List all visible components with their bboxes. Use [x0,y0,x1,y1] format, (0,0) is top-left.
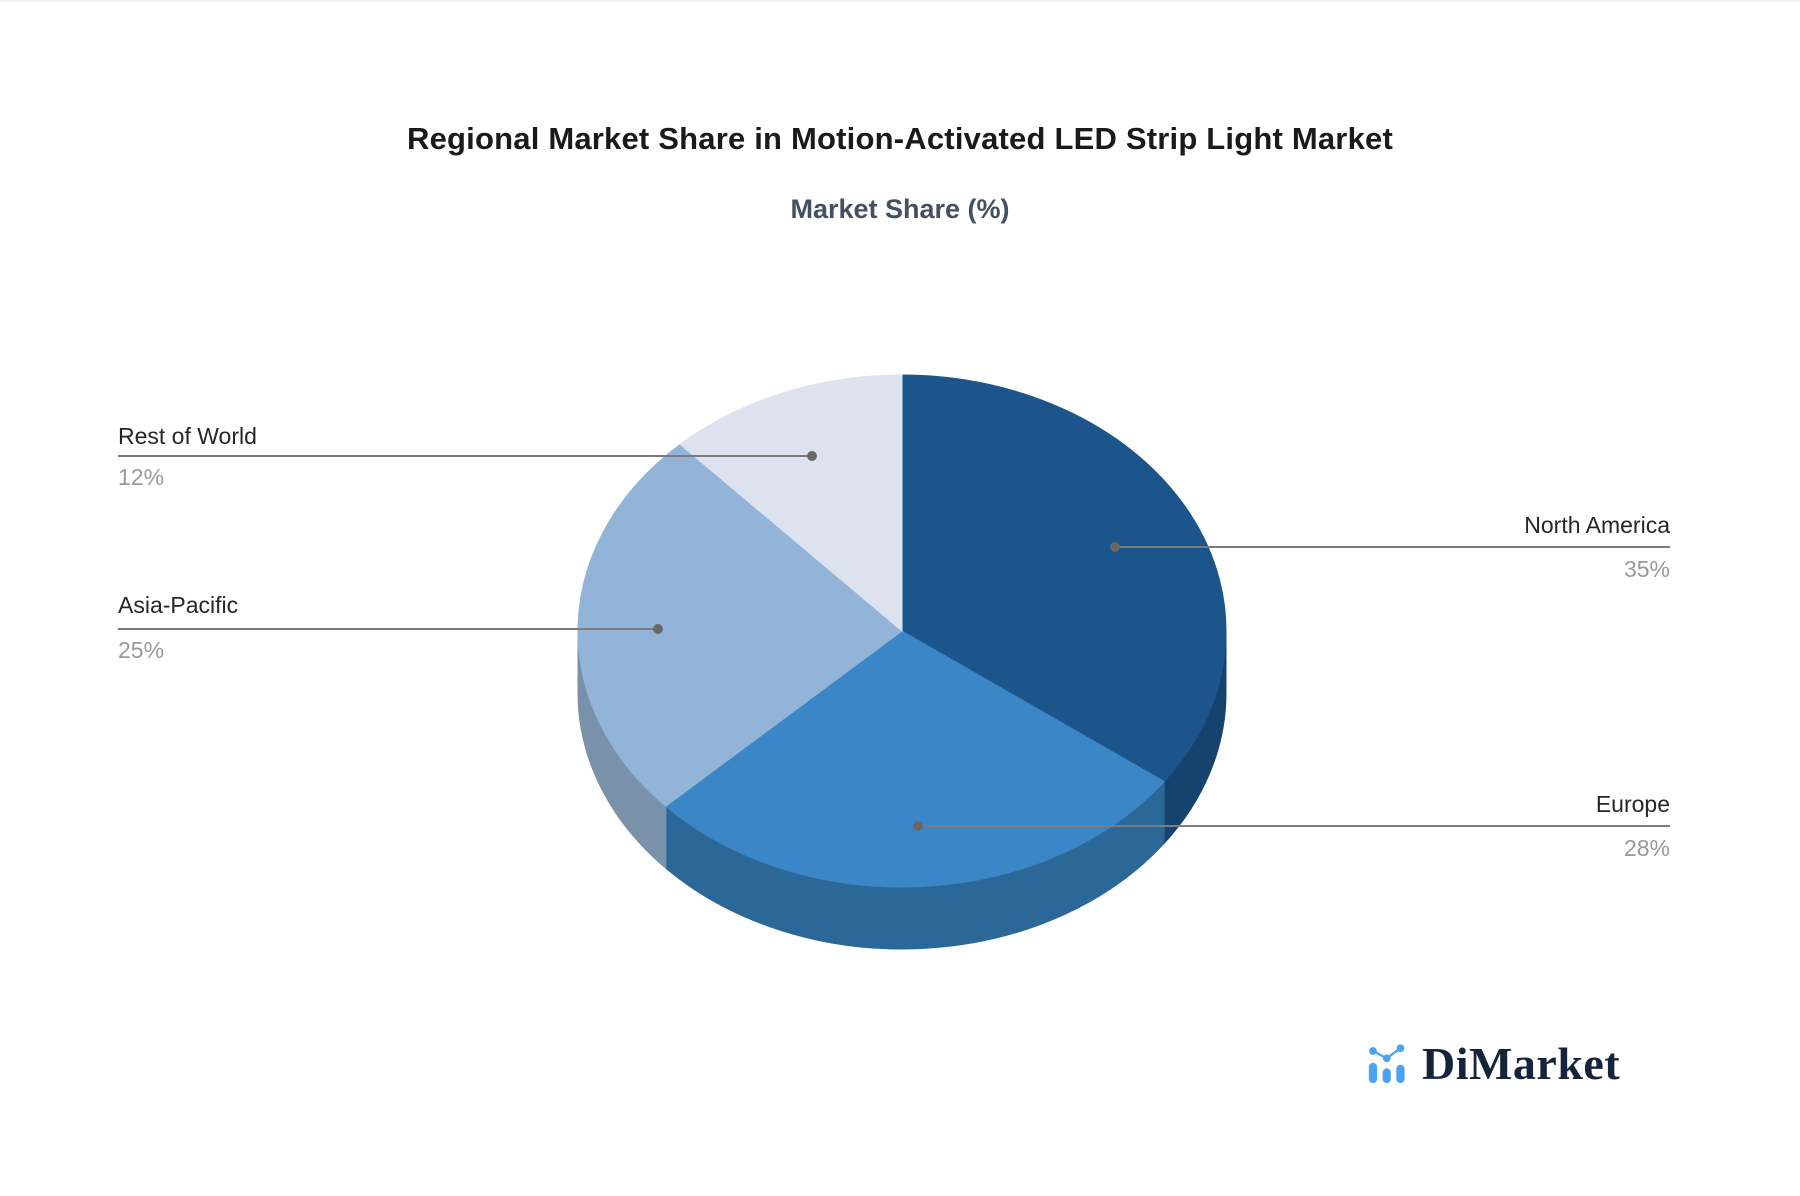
top-edge-divider [0,0,1800,2]
slice-label-europe: Europe [1595,791,1670,817]
leader-line-rest-of-world [118,455,812,457]
leader-line-north-america [1115,546,1670,548]
leader-line-asia-pacific [118,628,658,630]
logo-text: DiMarket [1422,1038,1621,1089]
bar-chart-icon [1368,1044,1405,1084]
slice-label-rest-of-world: Rest of World [118,423,257,449]
slice-value-north-america: 35% [1623,556,1670,582]
slice-label-north-america: North America [1524,512,1670,538]
slice-value-europe: 28% [1623,835,1670,861]
chart-title: Regional Market Share in Motion-Activate… [407,121,1393,156]
slice-value-asia-pacific: 25% [118,637,165,663]
leader-dot-north-america [1110,542,1120,552]
logo: DiMarket [1367,1038,1620,1088]
slice-label-asia-pacific: Asia-Pacific [118,592,239,618]
leader-dot-europe [913,821,923,831]
leader-dot-asia-pacific [653,624,663,634]
leader-line-europe [918,825,1670,827]
leader-dot-rest-of-world [807,451,817,461]
chart-subtitle: Market Share (%) [790,194,1010,224]
slice-value-rest-of-world: 12% [118,464,165,490]
